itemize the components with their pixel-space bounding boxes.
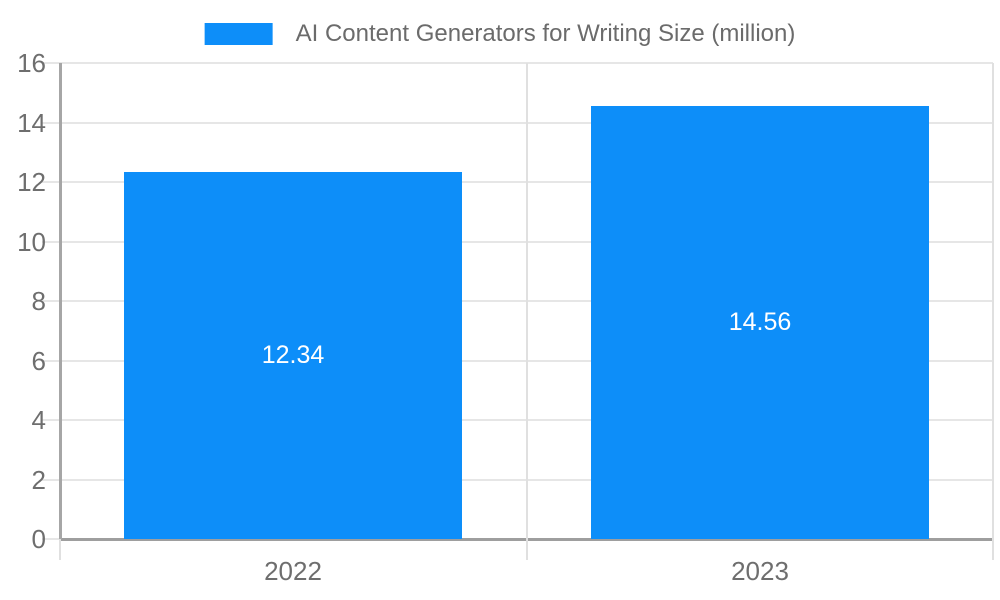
y-tick-label: 4 (31, 405, 46, 435)
bar-value-label: 12.34 (261, 341, 325, 369)
y-tick-label: 6 (31, 346, 46, 376)
category-boundary-line (526, 63, 528, 560)
y-gridline (42, 479, 993, 481)
legend-label: AI Content Generators for Writing Size (… (295, 20, 796, 47)
x-tick-label: 2022 (264, 556, 322, 586)
legend-swatch (204, 23, 273, 45)
y-tick-label: 8 (31, 286, 46, 316)
y-tick-label: 0 (31, 524, 46, 554)
y-gridline (42, 122, 993, 124)
y-gridline (42, 62, 993, 64)
x-tick-label: 2023 (731, 556, 789, 586)
y-gridline (42, 419, 993, 421)
y-tick-label: 14 (17, 108, 46, 138)
bar-value-label: 14.56 (728, 308, 792, 336)
bar[interactable] (124, 172, 462, 539)
y-tick-label: 12 (17, 167, 46, 197)
y-tick-label: 16 (17, 48, 46, 78)
bar[interactable] (591, 106, 929, 539)
y-gridline (42, 360, 993, 362)
y-axis-stub (59, 539, 61, 560)
y-gridline (42, 300, 993, 302)
category-boundary-line (992, 63, 994, 560)
y-axis-tick (42, 538, 60, 540)
y-gridline (42, 241, 993, 243)
y-tick-label: 2 (31, 465, 46, 495)
y-axis-line (59, 63, 62, 539)
y-tick-label: 10 (17, 227, 46, 257)
chart-legend: AI Content Generators for Writing Size (… (204, 20, 796, 48)
y-gridline (42, 181, 993, 183)
